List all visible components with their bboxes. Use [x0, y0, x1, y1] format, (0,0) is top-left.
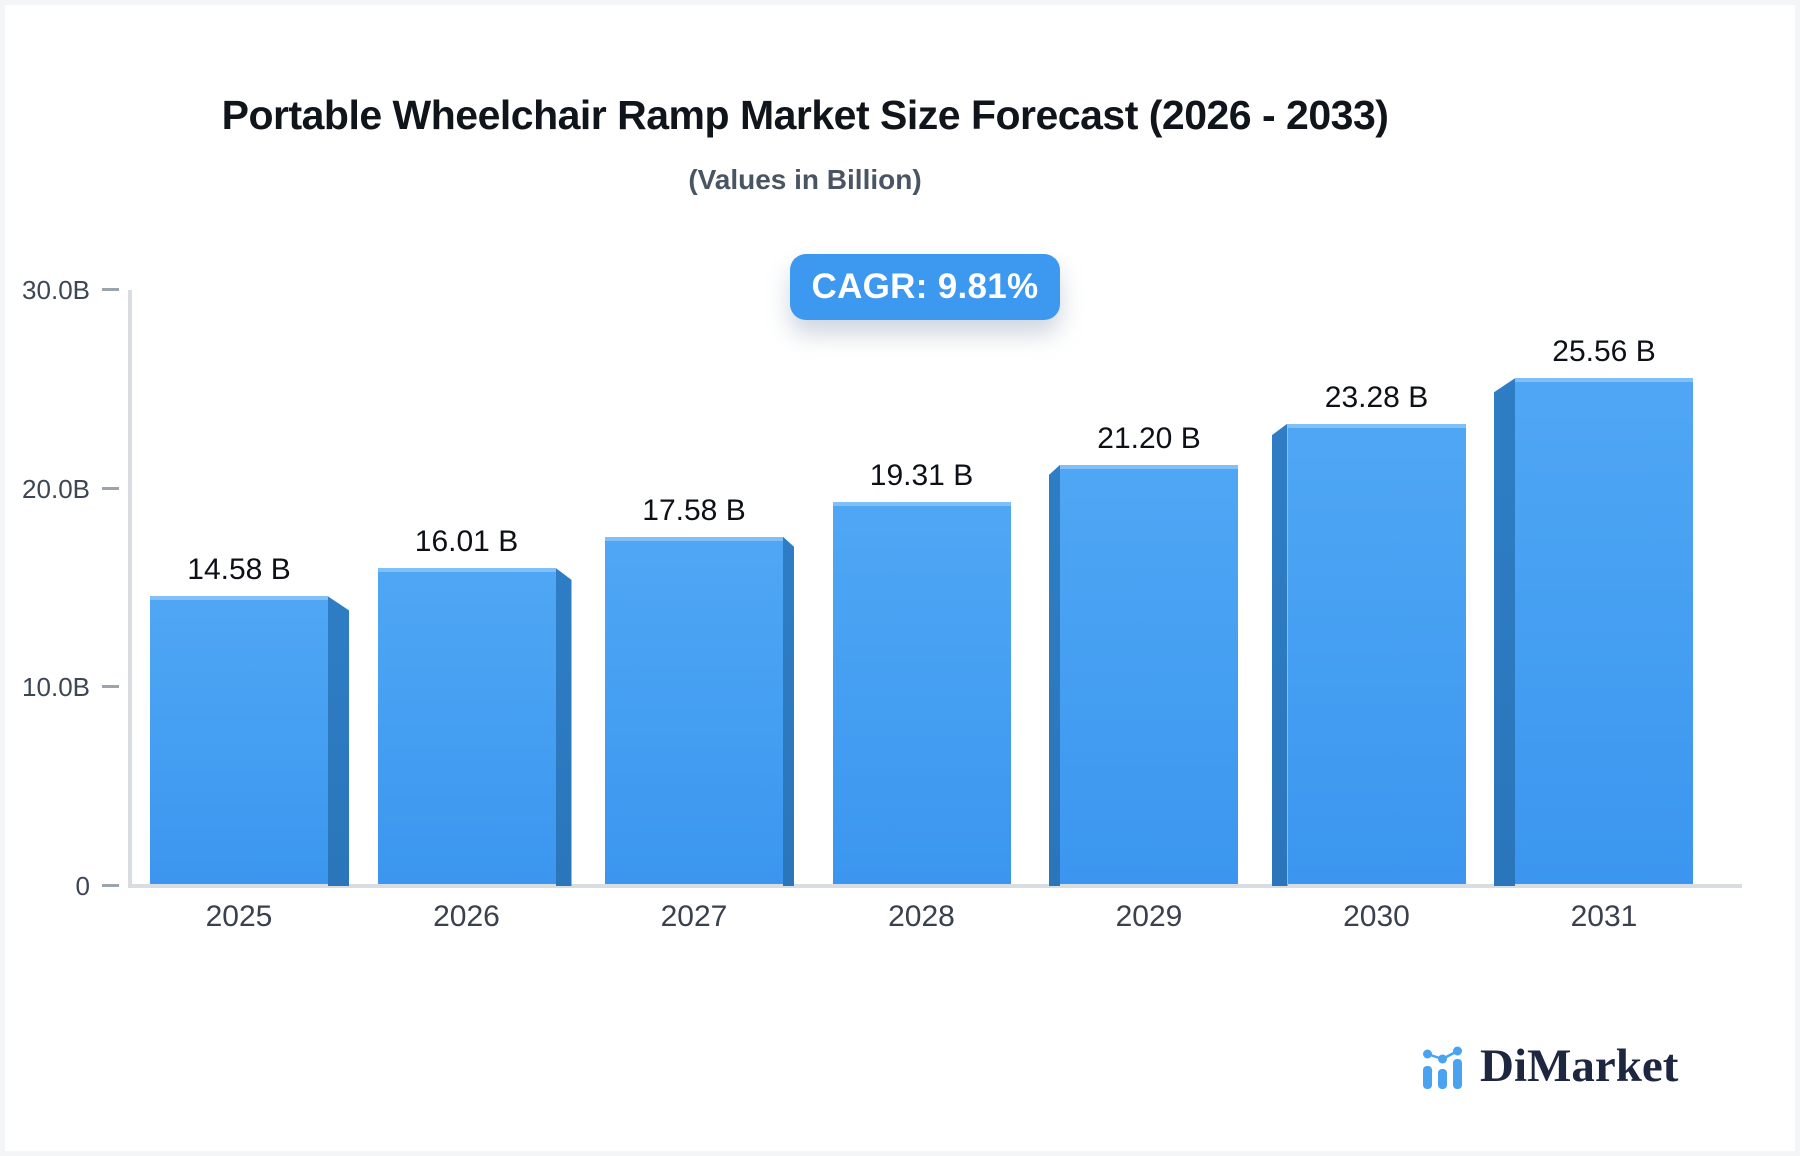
bar-side-face-2031 — [1494, 378, 1515, 886]
bar-value-label: 14.58 B — [187, 553, 291, 587]
chart-subtitle: (Values in Billion) — [688, 164, 922, 195]
bar-side-face-2025 — [328, 596, 349, 886]
bar-value-label: 19.31 B — [869, 459, 974, 493]
bar-side-face-2030 — [1271, 423, 1288, 886]
y-axis-label: 10.0B — [22, 672, 90, 703]
y-axis-line — [128, 290, 132, 888]
chart-title: Portable Wheelchair Ramp Market Size For… — [221, 92, 1389, 138]
y-axis-tick — [102, 884, 119, 887]
bar-value-label: 17.58 B — [642, 493, 746, 527]
x-axis-label: 2029 — [1115, 900, 1183, 933]
y-axis-tick — [102, 486, 119, 490]
bar-2031 — [1515, 378, 1693, 884]
brand-logo: DiMarket — [1421, 1040, 1679, 1092]
bar-side-face-2026 — [555, 567, 572, 886]
x-axis-label: 2027 — [660, 900, 728, 933]
y-axis-label: 0 — [75, 871, 90, 901]
bar-2025 — [150, 596, 328, 884]
bar-2029 — [1060, 464, 1238, 884]
bar-value-label: 25.56 B — [1552, 335, 1656, 369]
bar-2028 — [832, 502, 1011, 884]
bar-side-face-2029 — [1049, 464, 1060, 886]
y-axis-tick — [102, 288, 119, 291]
bar-value-label: 21.20 B — [1097, 421, 1201, 455]
bar-side-face-2027 — [783, 536, 794, 886]
y-axis-tick — [102, 685, 119, 689]
logo-wordmark: DiMarket — [1480, 1040, 1679, 1092]
logo-chart-icon — [1423, 1046, 1462, 1089]
bar-2030 — [1287, 423, 1466, 884]
bar-2026 — [377, 567, 556, 884]
x-axis-line — [128, 884, 1742, 888]
bar-2027 — [605, 536, 783, 884]
bar-value-label: 16.01 B — [414, 524, 519, 558]
x-axis-label: 2025 — [205, 900, 273, 933]
bar-value-label: 23.28 B — [1324, 380, 1429, 414]
x-axis-label: 2031 — [1570, 900, 1638, 933]
x-axis-label: 2028 — [888, 900, 955, 933]
y-axis-label: 20.0B — [22, 473, 90, 504]
cagr-badge: CAGR: 9.81% — [790, 254, 1060, 320]
y-axis-label: 30.0B — [22, 275, 90, 305]
x-axis-label: 2030 — [1343, 900, 1410, 933]
x-axis-label: 2026 — [433, 900, 500, 933]
